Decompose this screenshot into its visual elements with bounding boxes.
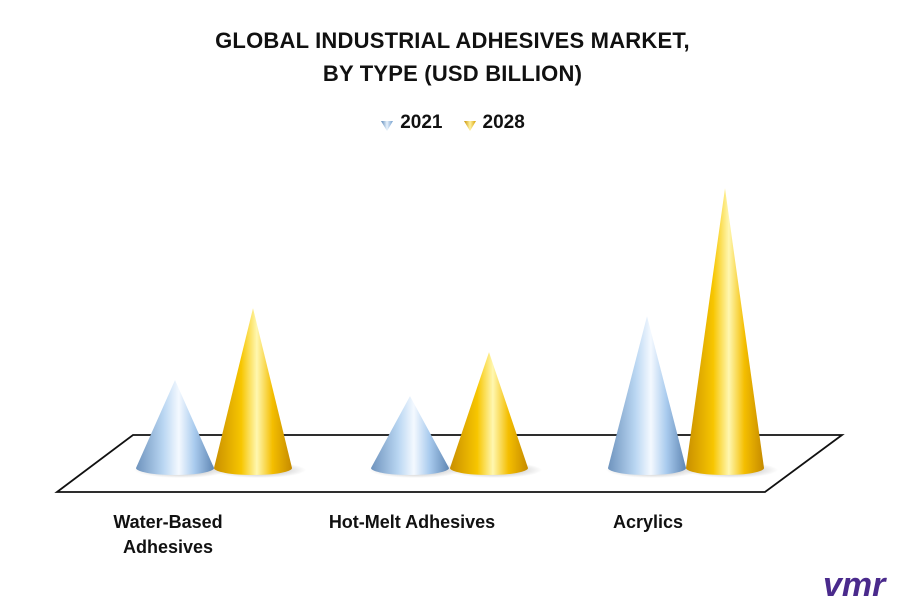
legend-label-2021: 2021	[400, 112, 443, 133]
cone-water-based-2028	[214, 308, 292, 475]
legend-label-2028: 2028	[482, 112, 525, 133]
cone-water-based-2021	[136, 380, 214, 475]
chart-title: GLOBAL INDUSTRIAL ADHESIVES MARKET, BY T…	[0, 24, 905, 90]
chart-legend: 2021 2028	[0, 112, 905, 134]
chart-marks	[134, 188, 778, 478]
cone-hot-melt-2028	[450, 352, 528, 475]
category-label-acrylics: Acrylics	[612, 512, 684, 532]
cone-acrylics-2028	[686, 188, 764, 475]
chart-title-line-2: BY TYPE (USD BILLION)	[322, 61, 583, 86]
cone-acrylics-2021	[608, 316, 686, 475]
legend-swatch-2021	[380, 116, 394, 131]
category-label-hot-melt: Hot-Melt Adhesives	[328, 512, 496, 532]
legend-item-2028: 2028	[463, 112, 525, 134]
category-label-water-based: Water-Based Adhesives	[113, 512, 223, 557]
legend-swatch-2028	[463, 116, 477, 131]
chart-title-line-1: GLOBAL INDUSTRIAL ADHESIVES MARKET,	[215, 28, 690, 53]
legend-item-2021: 2021	[380, 112, 443, 134]
svg-text:vmr: vmr	[823, 566, 887, 604]
cone-hot-melt-2021	[371, 396, 449, 475]
brand-logo: vmr	[821, 566, 897, 609]
